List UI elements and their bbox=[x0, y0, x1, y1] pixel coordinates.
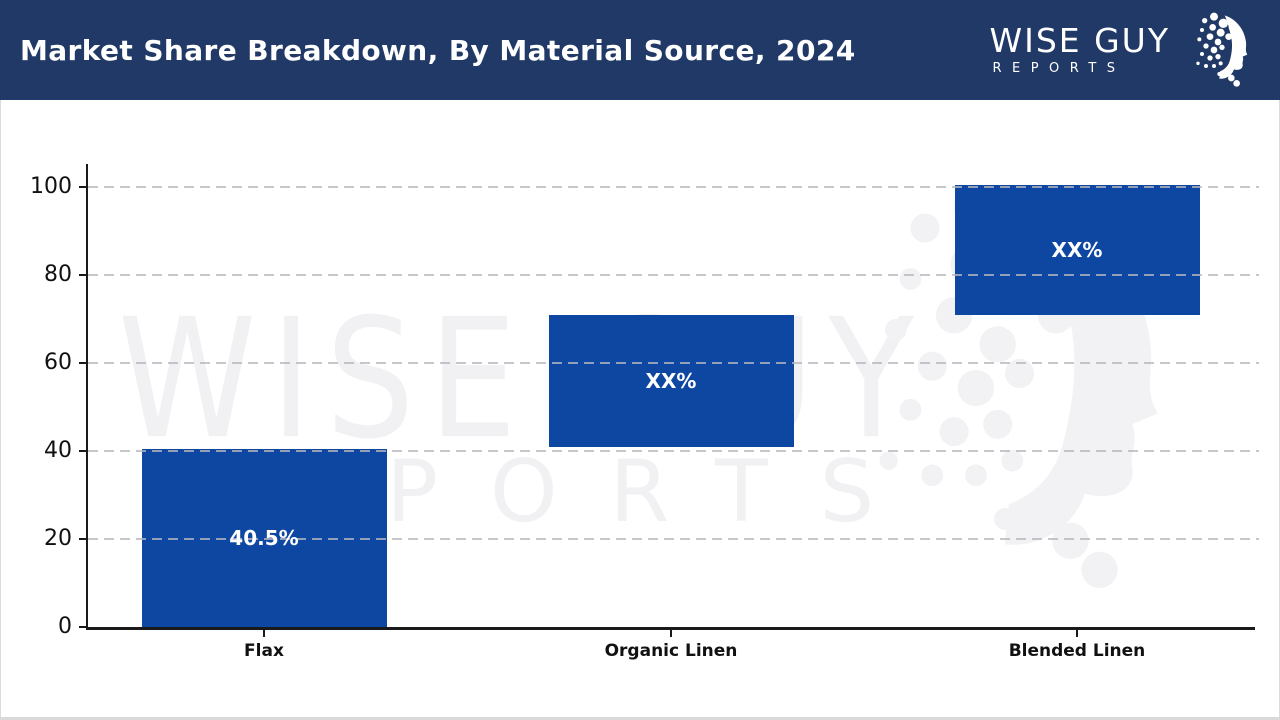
x-tick-mark bbox=[1076, 630, 1078, 637]
gridline bbox=[88, 362, 1259, 364]
y-tick-mark bbox=[79, 626, 86, 628]
x-axis-category-label-flax: Flax bbox=[244, 641, 284, 661]
y-axis-tick-label: 0 bbox=[58, 614, 72, 639]
y-axis-tick-label: 80 bbox=[44, 262, 72, 287]
bar-value-label-flax: 40.5% bbox=[229, 525, 299, 550]
x-axis-line bbox=[86, 627, 1255, 630]
y-axis-tick-label: 100 bbox=[30, 174, 72, 199]
bar-value-label-blended-linen: XX% bbox=[1051, 237, 1103, 262]
y-tick-mark bbox=[79, 450, 86, 452]
logo-wordmark: WISE GUY bbox=[989, 21, 1170, 60]
bar-flax bbox=[141, 448, 387, 627]
y-axis-tick-label: 20 bbox=[44, 526, 72, 551]
y-tick-mark bbox=[79, 274, 86, 276]
bar-value-label-organic-linen: XX% bbox=[645, 368, 697, 393]
x-axis-category-label-blended-linen: Blended Linen bbox=[1008, 641, 1146, 661]
y-tick-mark bbox=[79, 362, 86, 364]
bar-organic-linen bbox=[548, 314, 794, 447]
x-axis-category-label-organic-linen: Organic Linen bbox=[604, 641, 738, 661]
x-tick-mark bbox=[670, 630, 672, 637]
x-tick-mark bbox=[263, 630, 265, 637]
y-axis-tick-label: 60 bbox=[44, 350, 72, 375]
y-axis-tick-label: 40 bbox=[44, 438, 72, 463]
gridline bbox=[88, 274, 1259, 276]
gridline bbox=[88, 538, 1259, 540]
chart-title: Market Share Breakdown, By Material Sour… bbox=[20, 33, 856, 67]
y-tick-mark bbox=[79, 538, 86, 540]
bar-blended-linen bbox=[954, 184, 1200, 315]
gridline bbox=[88, 450, 1259, 452]
y-axis-line bbox=[86, 164, 88, 630]
logo-subtext: REPORTS bbox=[992, 61, 1126, 76]
gridline bbox=[88, 186, 1259, 188]
logo-head-icon bbox=[1196, 12, 1248, 87]
wise-guy-logo: WISE GUY REPORTS bbox=[989, 10, 1250, 90]
logo-text: WISE GUY REPORTS bbox=[989, 24, 1170, 76]
y-tick-mark bbox=[79, 186, 86, 188]
header-bar: Market Share Breakdown, By Material Sour… bbox=[0, 0, 1280, 100]
